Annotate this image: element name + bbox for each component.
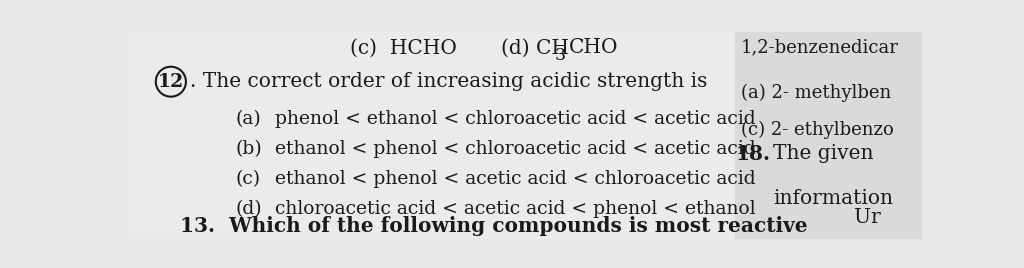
Text: phenol < ethanol < chloroacetic acid < acetic acid: phenol < ethanol < chloroacetic acid < a… — [274, 110, 756, 128]
Text: (a) 2- methylben: (a) 2- methylben — [740, 84, 891, 102]
Text: 1,2-benzenedicar: 1,2-benzenedicar — [740, 38, 898, 56]
Text: The given: The given — [773, 144, 873, 163]
Text: ethanol < phenol < chloroacetic acid < acetic acid: ethanol < phenol < chloroacetic acid < a… — [274, 140, 756, 158]
Bar — [128, 32, 735, 239]
Text: chloroacetic acid < acetic acid < phenol < ethanol: chloroacetic acid < acetic acid < phenol… — [274, 200, 756, 218]
Text: 12: 12 — [158, 73, 184, 91]
Text: (d) CH: (d) CH — [501, 38, 569, 57]
Bar — [735, 32, 922, 239]
Text: 13.  Which of the following compounds is most reactive: 13. Which of the following compounds is … — [179, 216, 807, 236]
Text: 18.: 18. — [735, 144, 770, 163]
Text: (c): (c) — [236, 170, 260, 188]
Text: Ur: Ur — [854, 209, 881, 227]
Text: information: information — [773, 189, 893, 208]
Text: ethanol < phenol < acetic acid < chloroacetic acid: ethanol < phenol < acetic acid < chloroa… — [274, 170, 756, 188]
Text: 3: 3 — [555, 47, 566, 64]
Text: (c)  HCHO: (c) HCHO — [350, 38, 457, 57]
Text: (d): (d) — [236, 200, 262, 218]
Text: CHO: CHO — [568, 38, 617, 57]
Text: (b): (b) — [236, 140, 262, 158]
Text: (a): (a) — [236, 110, 261, 128]
Text: . The correct order of increasing acidic strength is: . The correct order of increasing acidic… — [189, 72, 708, 91]
Text: (c) 2- ethylbenzo: (c) 2- ethylbenzo — [740, 121, 893, 139]
